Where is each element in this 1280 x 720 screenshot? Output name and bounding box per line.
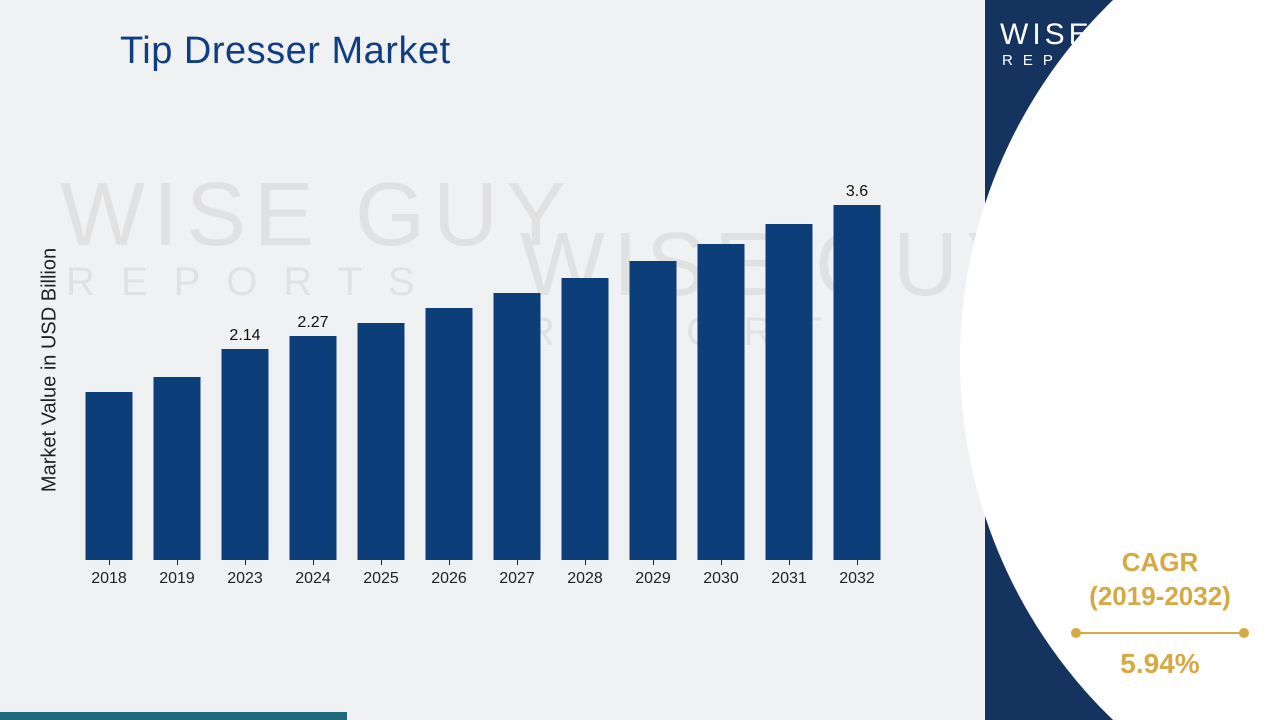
x-tick <box>449 560 450 565</box>
sidebar-panel: WISE GUY REPORTS CAGR (2019-2032) 5.94% <box>985 0 1280 720</box>
bar-slot: 2025 <box>347 323 415 560</box>
x-axis-label: 2025 <box>363 570 399 588</box>
infographic-canvas: WISE GUY REPORTS WISE GUY REPORTS Tip Dr… <box>0 0 1280 720</box>
cagr-block: CAGR (2019-2032) 5.94% <box>1040 546 1280 680</box>
x-axis-label: 2019 <box>159 570 195 588</box>
bar-value-label: 2.14 <box>229 327 260 345</box>
logo-head-icon <box>1198 18 1260 88</box>
bottom-accent-bar <box>0 712 347 720</box>
bar <box>494 293 541 560</box>
bar-slot: 2027 <box>483 293 551 560</box>
bar <box>630 261 677 560</box>
bar-slot: 2019 <box>143 377 211 560</box>
cagr-label-line1: CAGR <box>1122 547 1199 577</box>
bar-slot: 2026 <box>415 308 483 560</box>
x-tick <box>381 560 382 565</box>
x-axis-label: 2031 <box>771 570 807 588</box>
y-axis-label: Market Value in USD Billion <box>39 248 62 492</box>
cagr-label-line2: (2019-2032) <box>1089 581 1231 611</box>
bar-value-label: 3.6 <box>846 183 868 201</box>
x-tick <box>721 560 722 565</box>
x-axis-label: 2028 <box>567 570 603 588</box>
x-axis-label: 2032 <box>839 570 875 588</box>
x-axis-label: 2029 <box>635 570 671 588</box>
bar-slot: 2.272024 <box>279 336 347 560</box>
x-axis-label: 2026 <box>431 570 467 588</box>
bar-value-label: 2.27 <box>297 314 328 332</box>
x-axis-label: 2027 <box>499 570 535 588</box>
bar-slot: 2029 <box>619 261 687 560</box>
bar <box>154 377 201 560</box>
bar <box>290 336 337 560</box>
cagr-divider <box>1075 632 1245 634</box>
bar <box>834 205 881 561</box>
bar <box>222 349 269 560</box>
chart-title: Tip Dresser Market <box>120 30 451 73</box>
bar <box>698 244 745 560</box>
x-tick <box>653 560 654 565</box>
bar <box>358 323 405 560</box>
bar-slot: 2028 <box>551 278 619 560</box>
x-tick <box>585 560 586 565</box>
bar-slot: 3.62032 <box>823 205 891 561</box>
bar <box>766 224 813 560</box>
x-axis-label: 2018 <box>91 570 127 588</box>
x-axis-label: 2023 <box>227 570 263 588</box>
x-axis-label: 2024 <box>295 570 331 588</box>
bar <box>426 308 473 560</box>
x-tick <box>313 560 314 565</box>
cagr-value: 5.94% <box>1040 648 1280 680</box>
bar-slot: 2.142023 <box>211 349 279 560</box>
bar-slot: 2031 <box>755 224 823 560</box>
brand-logo: WISE GUY REPORTS <box>1000 20 1260 69</box>
bars-container: 201820192.1420232.2720242025202620272028… <box>75 165 890 560</box>
x-tick <box>789 560 790 565</box>
x-tick <box>245 560 246 565</box>
bar <box>562 278 609 560</box>
x-axis-label: 2030 <box>703 570 739 588</box>
x-tick <box>109 560 110 565</box>
x-tick <box>517 560 518 565</box>
bar-chart: 201820192.1420232.2720242025202620272028… <box>75 165 890 560</box>
bar-slot: 2030 <box>687 244 755 560</box>
x-tick <box>857 560 858 565</box>
x-tick <box>177 560 178 565</box>
bar <box>86 392 133 560</box>
cagr-label: CAGR (2019-2032) <box>1040 546 1280 614</box>
bar-slot: 2018 <box>75 392 143 560</box>
